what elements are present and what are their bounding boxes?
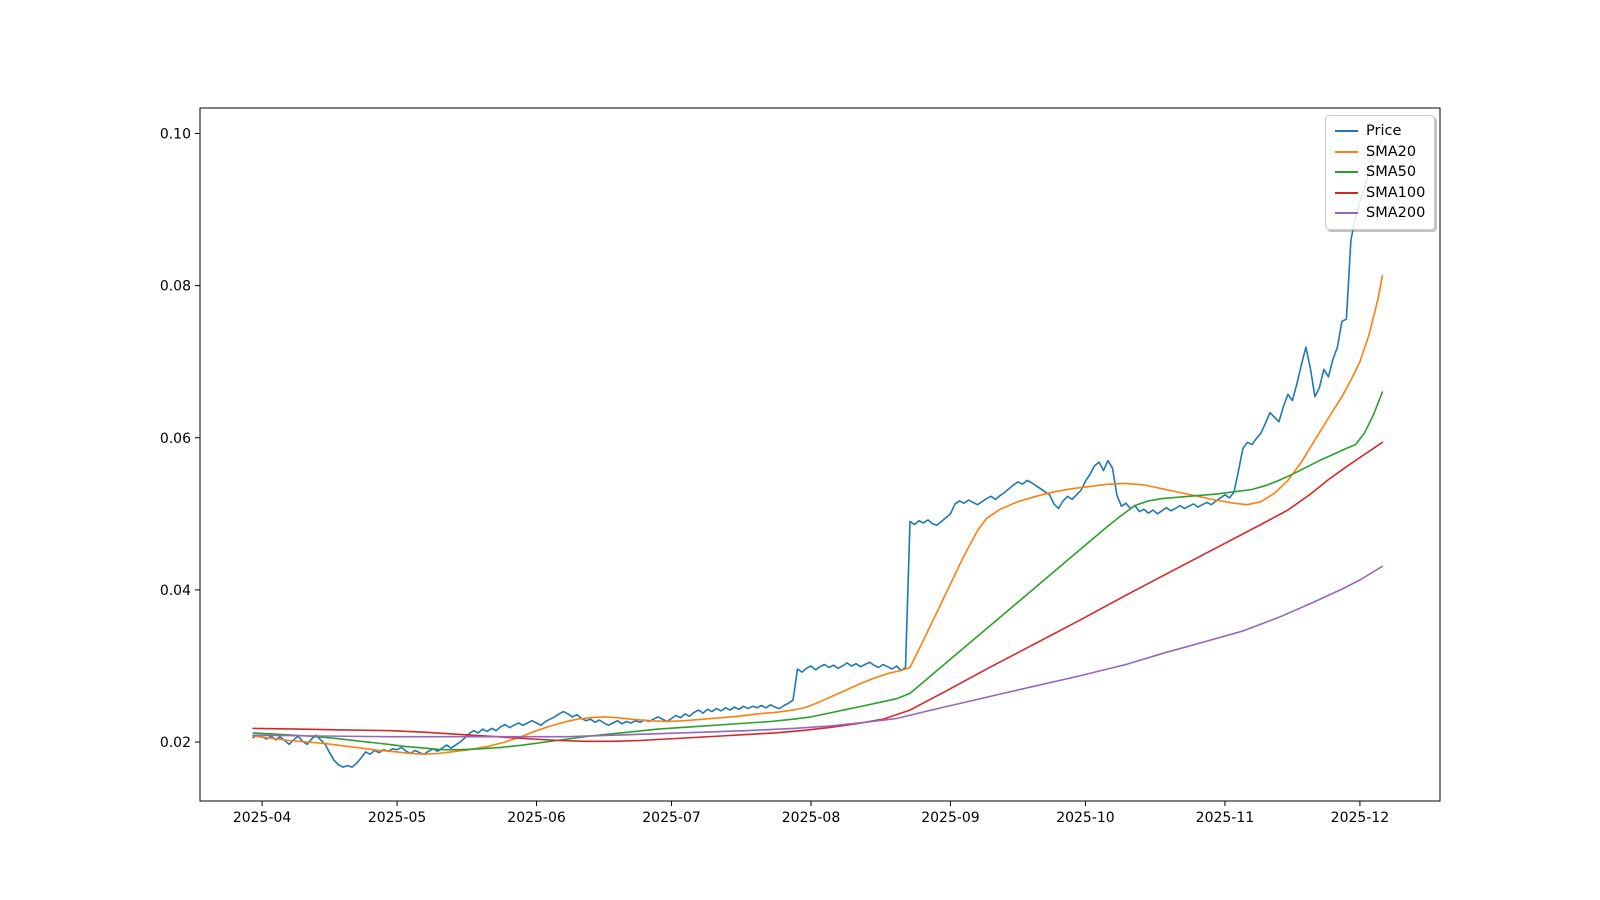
axes-spines: [199, 107, 1441, 802]
legend-item-sma20: SMA20: [1335, 142, 1425, 163]
legend-label: SMA200: [1366, 205, 1426, 222]
legend-item-price: Price: [1335, 121, 1425, 142]
x-tick-label-2025-09: 2025-09: [921, 810, 980, 826]
x-tick-label-2025-07: 2025-07: [642, 810, 701, 826]
series-line-price: [252, 138, 1384, 768]
x-tick-label-2025-06: 2025-06: [507, 810, 566, 826]
legend-line-sample-sma20: [1335, 150, 1358, 153]
series-line-sma50: [252, 391, 1384, 751]
y-tick-label-0.08: 0.08: [160, 279, 191, 295]
x-tick-label-2025-11: 2025-11: [1196, 810, 1255, 826]
y-tick-label-0.04: 0.04: [160, 583, 191, 599]
legend-item-sma100: SMA100: [1335, 183, 1425, 204]
series-line-sma100: [252, 441, 1384, 743]
x-tick-label-2025-12: 2025-12: [1331, 810, 1390, 826]
y-tick-label-0.10: 0.10: [160, 126, 191, 142]
y-tick-label-0.02: 0.02: [160, 735, 191, 751]
legend-line-sample-sma100: [1335, 191, 1358, 194]
legend-label: SMA20: [1366, 143, 1417, 160]
legend-line-sample-sma50: [1335, 171, 1358, 174]
x-tick-label-2025-05: 2025-05: [368, 810, 427, 826]
legend-item-sma50: SMA50: [1335, 162, 1425, 183]
legend-line-sample-sma200: [1335, 212, 1358, 215]
x-tick-label-2025-08: 2025-08: [782, 810, 841, 826]
legend-label: Price: [1366, 123, 1402, 140]
legend: Price SMA20 SMA50 SMA100 SMA200: [1325, 115, 1436, 230]
legend-label: SMA50: [1366, 164, 1417, 181]
legend-label: SMA100: [1366, 184, 1426, 201]
series-line-sma200: [252, 565, 1384, 738]
legend-line-sample-price: [1335, 130, 1358, 133]
y-tick-label-0.06: 0.06: [160, 431, 191, 447]
series-line-sma20: [252, 274, 1384, 756]
x-tick-label-2025-10: 2025-10: [1056, 810, 1115, 826]
x-tick-label-2025-04: 2025-04: [233, 810, 292, 826]
legend-item-sma200: SMA200: [1335, 203, 1425, 224]
